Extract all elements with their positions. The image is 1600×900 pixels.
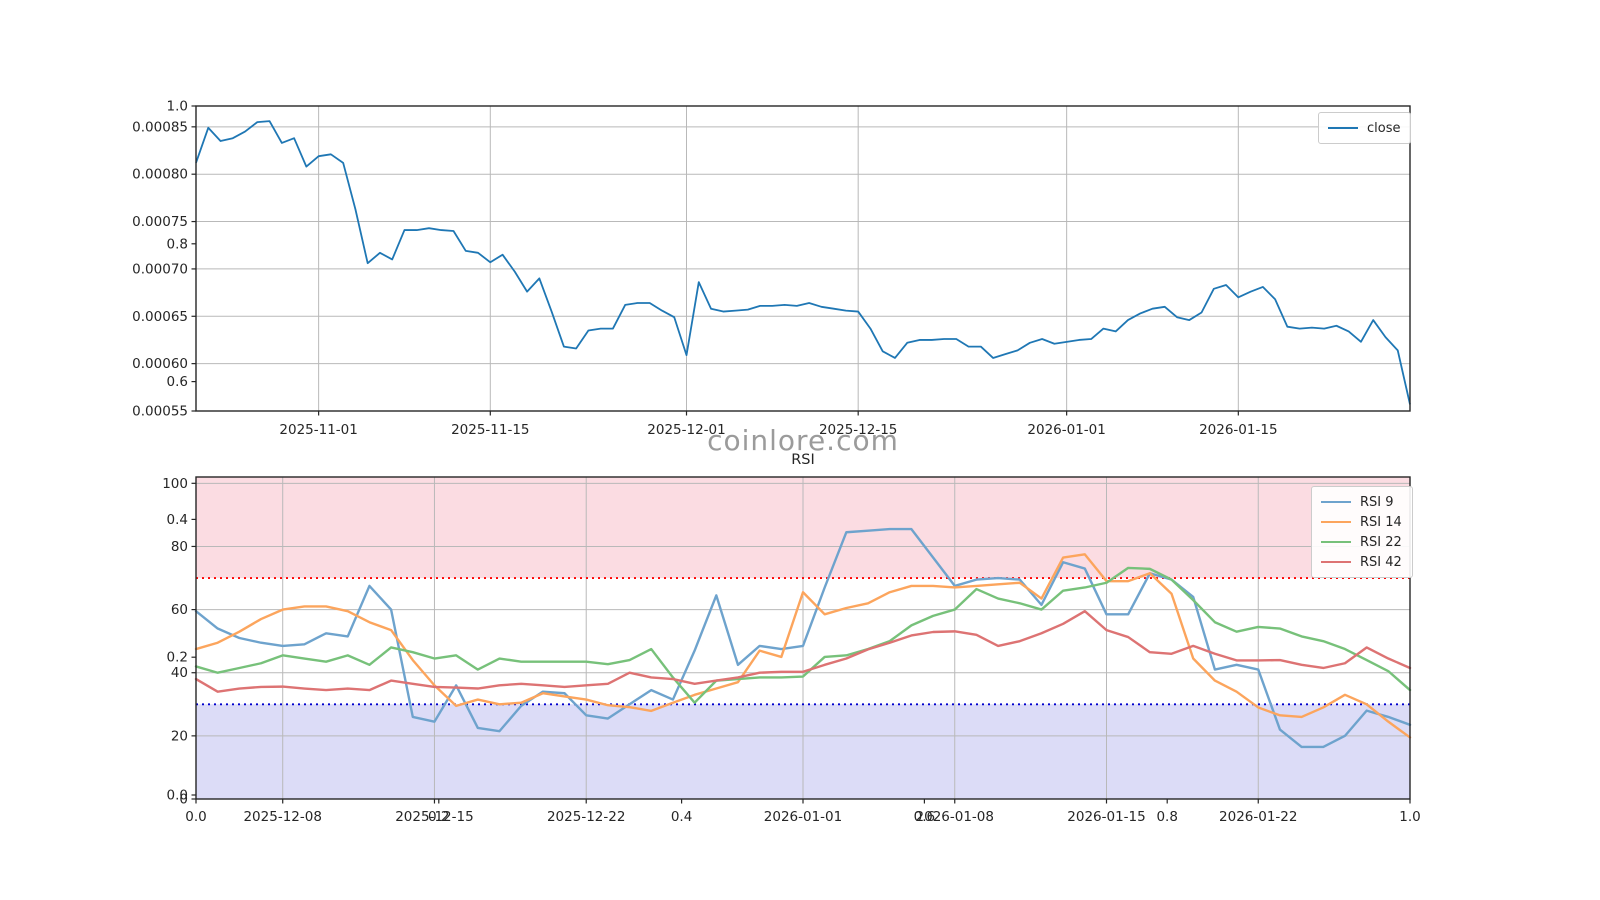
overlay-ytick-label: 0.2 xyxy=(167,650,188,666)
legend-line-swatch xyxy=(1321,501,1351,503)
rsi-legend: RSI 9 RSI 14 RSI 22 RSI 42 xyxy=(1311,486,1413,578)
price-xtick-label: 2025-11-01 xyxy=(279,422,357,438)
overlay-xtick-label: 0.6 xyxy=(914,809,935,825)
legend-line-swatch xyxy=(1328,127,1358,129)
rsi-xtick-label: 2026-01-01 xyxy=(764,809,842,825)
legend-item: close xyxy=(1328,118,1400,138)
overlay-xtick-label: 0.2 xyxy=(428,809,449,825)
legend-item: RSI 42 xyxy=(1321,552,1402,572)
price-ytick-label: 0.00060 xyxy=(132,356,188,372)
rsi-ytick-label: 20 xyxy=(171,728,188,744)
price-xtick-label: 2026-01-15 xyxy=(1199,422,1277,438)
overlay-xtick-label: 1.0 xyxy=(1399,809,1420,825)
overlay-ytick-label: 0.4 xyxy=(167,512,188,528)
overlay-xtick-label: 0.0 xyxy=(185,809,206,825)
overlay-xtick-label: 0.8 xyxy=(1156,809,1177,825)
rsi-ytick-label: 40 xyxy=(171,665,188,681)
rsi-xtick-label: 2026-01-08 xyxy=(916,809,994,825)
price-xtick-label: 2025-11-15 xyxy=(451,422,529,438)
legend-line-swatch xyxy=(1321,561,1351,563)
price-ytick-label: 0.00080 xyxy=(132,167,188,183)
price-ytick-label: 0.00085 xyxy=(132,119,188,135)
price-ytick-label: 0.00070 xyxy=(132,261,188,277)
legend-label: RSI 22 xyxy=(1360,534,1402,550)
rsi-title: RSI xyxy=(791,452,815,468)
rsi-xtick-label: 2025-12-15 xyxy=(395,809,473,825)
legend-item: RSI 14 xyxy=(1321,512,1402,532)
price-xtick-label: 2026-01-01 xyxy=(1027,422,1105,438)
price-ytick-label: 0.00075 xyxy=(132,214,188,230)
rsi-ytick-label: 60 xyxy=(171,602,188,618)
overlay-ytick-label: 0.6 xyxy=(167,374,188,390)
rsi14-line xyxy=(194,553,1412,739)
price-xtick-label: 2025-12-01 xyxy=(647,422,725,438)
rsi-ytick-label: 0 xyxy=(179,792,188,808)
price-ytick-label: 0.00065 xyxy=(132,309,188,325)
rsi-axes-frame xyxy=(195,476,1411,800)
rsi-ytick-label: 100 xyxy=(162,476,188,492)
rsi-xtick-label: 2025-12-08 xyxy=(243,809,321,825)
rsi22-line xyxy=(194,566,1412,704)
rsi-ytick-label: 80 xyxy=(171,539,188,555)
legend-label: RSI 42 xyxy=(1360,554,1402,570)
legend-item: RSI 9 xyxy=(1321,492,1402,512)
legend-line-swatch xyxy=(1321,521,1351,523)
overlay-ytick-label: 1.0 xyxy=(167,99,188,115)
rsi42-line xyxy=(194,609,1412,693)
price-axes-frame xyxy=(195,105,1411,412)
close-line xyxy=(195,120,1411,405)
overlay-xtick-label: 0.4 xyxy=(671,809,692,825)
overlay-ytick-label: 0.0 xyxy=(167,788,188,804)
price-xtick-label: 2025-12-15 xyxy=(819,422,897,438)
rsi-xtick-label: 2026-01-22 xyxy=(1219,809,1297,825)
legend-label: RSI 9 xyxy=(1360,494,1394,510)
price-ytick-label: 0.00055 xyxy=(132,404,188,420)
legend-label: RSI 14 xyxy=(1360,514,1402,530)
rsi9-line xyxy=(194,527,1412,749)
watermark: coinlore.com xyxy=(707,424,899,457)
price-legend: close xyxy=(1318,112,1412,144)
rsi-xtick-label: 2026-01-15 xyxy=(1067,809,1145,825)
overlay-ytick-label: 0.8 xyxy=(167,236,188,252)
legend-line-swatch xyxy=(1321,541,1351,543)
legend-item: RSI 22 xyxy=(1321,532,1402,552)
legend-label: close xyxy=(1367,120,1401,136)
rsi-xtick-label: 2025-12-22 xyxy=(547,809,625,825)
